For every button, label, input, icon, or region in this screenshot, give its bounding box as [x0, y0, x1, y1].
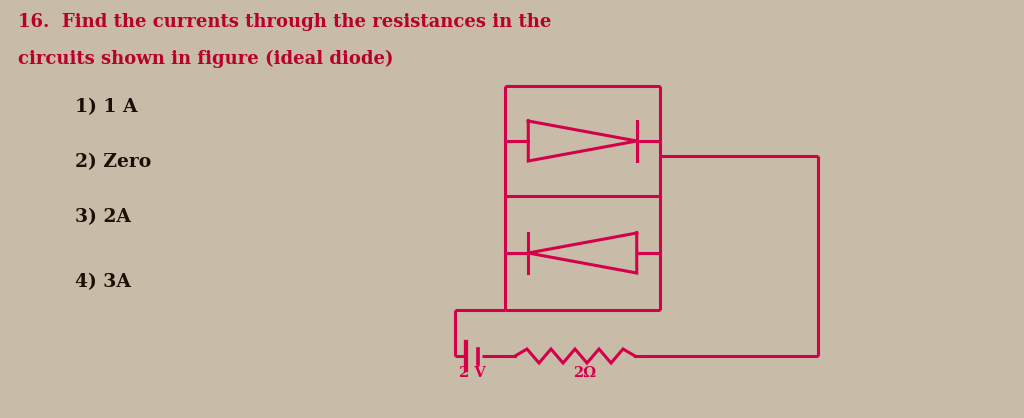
- Text: circuits shown in figure (ideal diode): circuits shown in figure (ideal diode): [18, 50, 393, 68]
- Text: 3) 2A: 3) 2A: [75, 208, 131, 226]
- Text: 1) 1 A: 1) 1 A: [75, 98, 137, 116]
- Text: 2) Zero: 2) Zero: [75, 153, 152, 171]
- Text: 16.  Find the currents through the resistances in the: 16. Find the currents through the resist…: [18, 13, 551, 31]
- Text: 2Ω: 2Ω: [573, 366, 597, 380]
- Text: 2 V: 2 V: [459, 366, 485, 380]
- Text: 4) 3A: 4) 3A: [75, 273, 131, 291]
